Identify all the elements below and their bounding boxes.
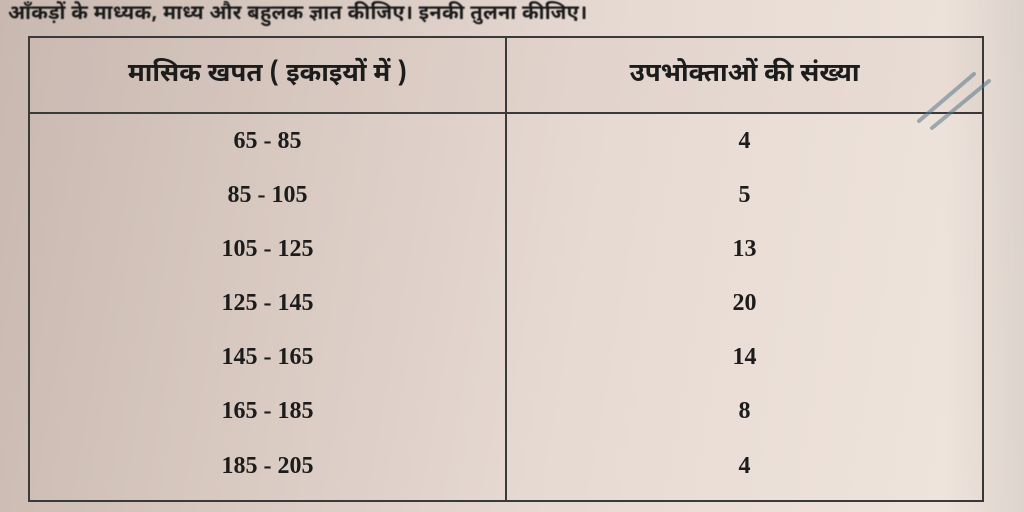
- page-top-text: आँकड़ों के माध्यक, माध्य और बहुलक ज्ञात …: [8, 2, 587, 28]
- frequency-table: मासिक खपत ( इकाइयों में ) उपभोक्ताओं की …: [28, 36, 984, 502]
- table-row: 165 - 185 8: [29, 384, 983, 438]
- frequency-table-container: मासिक खपत ( इकाइयों में ) उपभोक्ताओं की …: [28, 36, 984, 502]
- cell-range: 105 - 125: [29, 222, 506, 276]
- table-row: 65 - 85 4: [29, 113, 983, 168]
- cell-count: 4: [506, 438, 983, 501]
- table-row: 145 - 165 14: [29, 330, 983, 384]
- table-row: 185 - 205 4: [29, 438, 983, 501]
- cell-range: 165 - 185: [29, 384, 506, 438]
- cell-count: 5: [506, 168, 983, 222]
- cell-count: 8: [506, 384, 983, 438]
- cell-count: 14: [506, 330, 983, 384]
- table-row: 105 - 125 13: [29, 222, 983, 276]
- cell-range: 85 - 105: [29, 168, 506, 222]
- cell-range: 185 - 205: [29, 438, 506, 501]
- header-consumer-count: उपभोक्ताओं की संख्या: [506, 37, 983, 113]
- cell-range: 145 - 165: [29, 330, 506, 384]
- cell-count: 20: [506, 276, 983, 330]
- table-header-row: मासिक खपत ( इकाइयों में ) उपभोक्ताओं की …: [29, 37, 983, 113]
- table-row: 125 - 145 20: [29, 276, 983, 330]
- table-row: 85 - 105 5: [29, 168, 983, 222]
- cell-range: 65 - 85: [29, 113, 506, 168]
- cell-count: 4: [506, 113, 983, 168]
- cell-range: 125 - 145: [29, 276, 506, 330]
- cell-count: 13: [506, 222, 983, 276]
- header-monthly-consumption: मासिक खपत ( इकाइयों में ): [29, 37, 506, 113]
